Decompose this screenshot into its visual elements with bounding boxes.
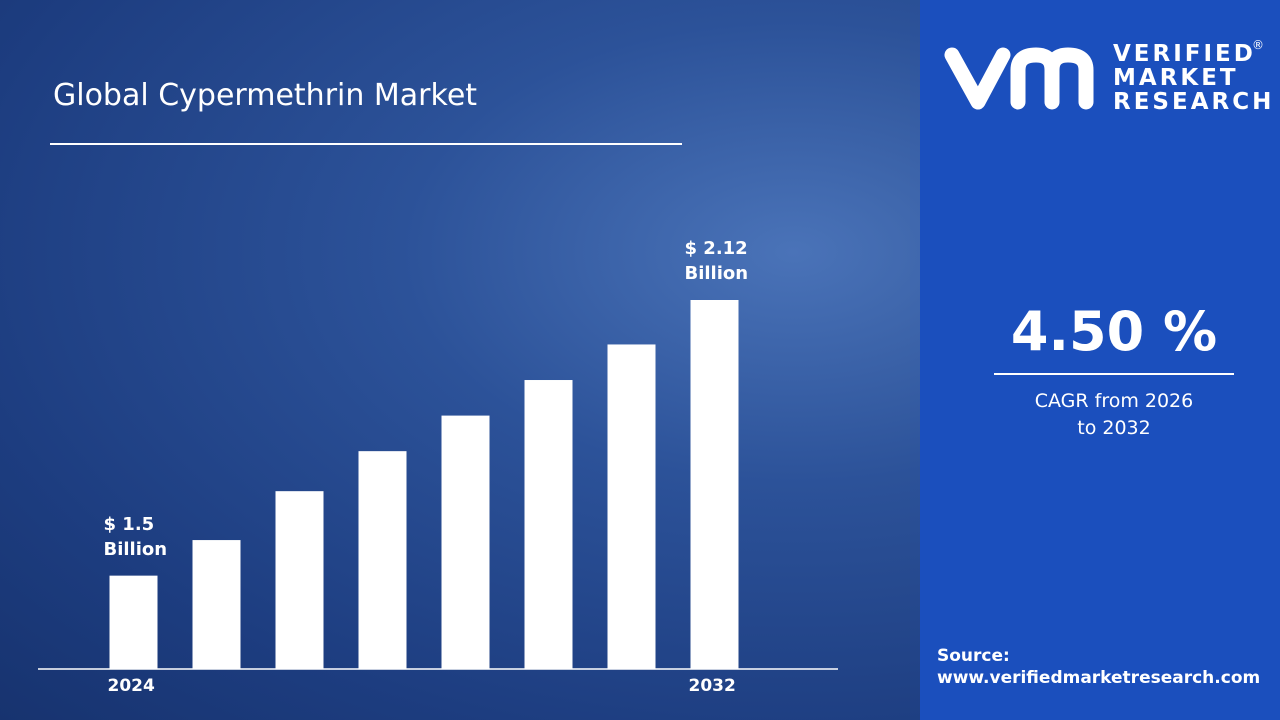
bar <box>690 300 739 669</box>
x-tick-label: 2024 <box>107 676 155 696</box>
bar <box>275 491 324 669</box>
source-label: Source: <box>937 646 1010 666</box>
cagr-rule <box>994 373 1234 375</box>
bar <box>192 540 241 669</box>
bar <box>109 575 158 669</box>
logo-text: MARKET <box>1113 65 1239 91</box>
logo-registered: ® <box>1252 38 1264 52</box>
x-tick-label: 2032 <box>688 676 736 696</box>
value-label: $ 2.12 Billion <box>684 238 749 284</box>
side-panel <box>920 0 1280 720</box>
title-rule <box>50 143 682 145</box>
cagr-value: 4.50 % <box>1010 300 1218 363</box>
logo-mark <box>944 47 1094 110</box>
logo-text: VERIFIED <box>1113 41 1256 67</box>
value-label: $ 1.5 Billion <box>103 513 168 560</box>
logo-text: RESEARCH <box>1113 89 1275 115</box>
source-url: www.verifiedmarketresearch.com <box>937 668 1261 688</box>
bar <box>358 451 407 669</box>
chart-title: Global Cypermethrin Market <box>53 78 478 113</box>
bar <box>607 344 656 669</box>
bar <box>524 380 573 669</box>
bar <box>441 415 490 669</box>
cagr-label: CAGR from 2026 to 2032 <box>1034 390 1194 439</box>
